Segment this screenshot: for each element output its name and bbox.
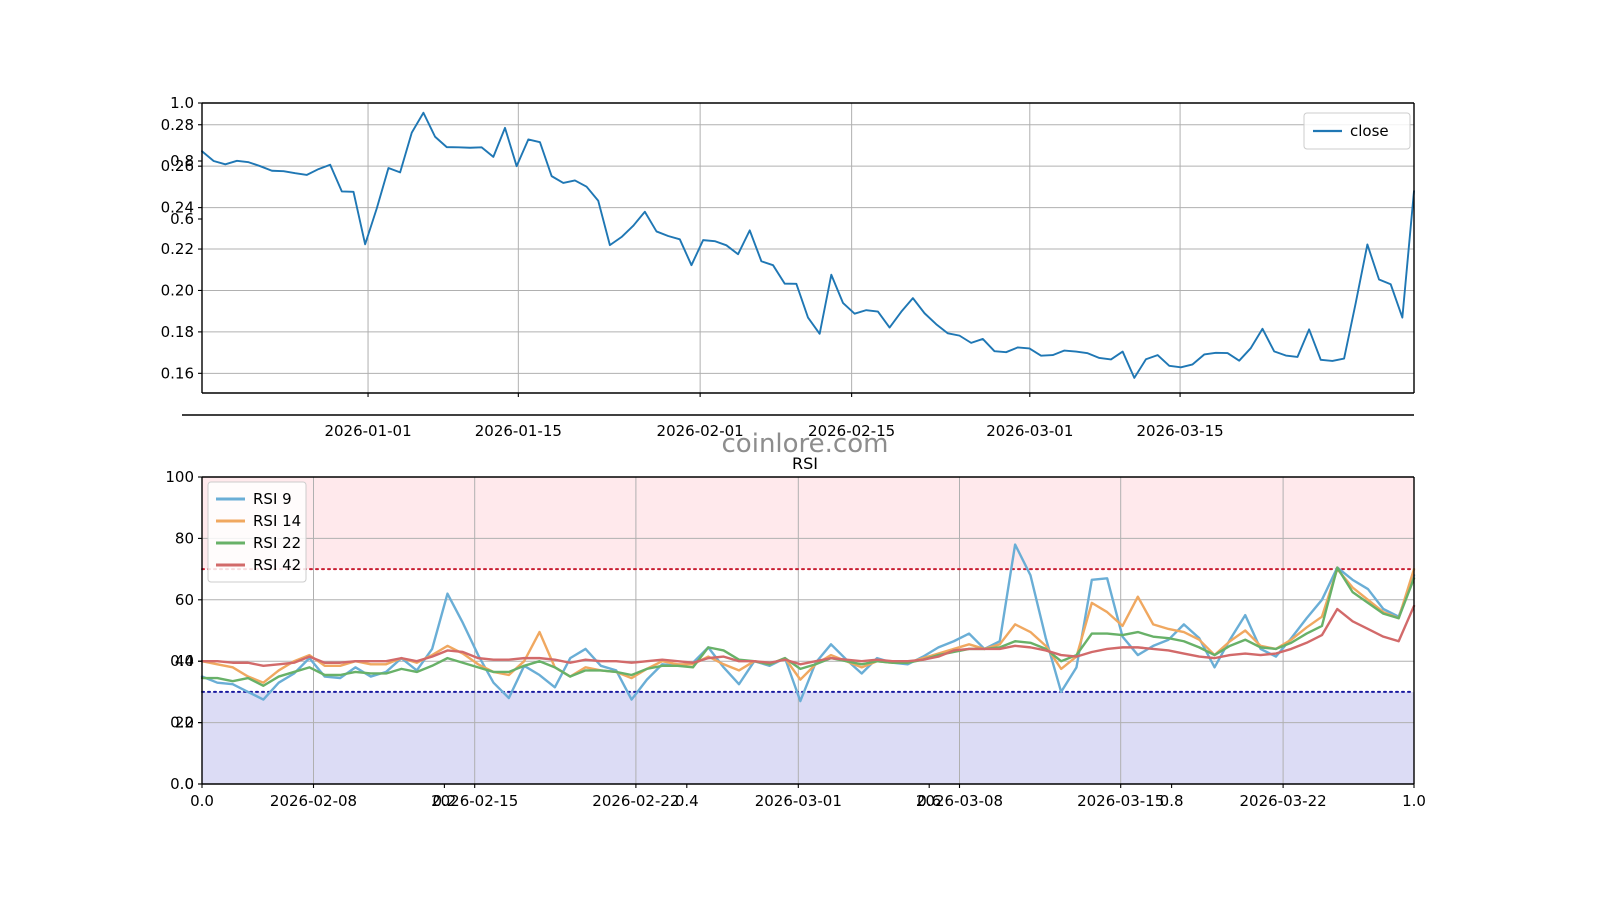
price-y-tick-0.26: 0.26: [161, 157, 194, 175]
rsi-band-0-30: [202, 691, 1414, 784]
rsi-y-tick-60: 60: [175, 591, 194, 609]
rsi-y-tick-labels-secondary: 0.0 0.2 0.4: [170, 652, 194, 793]
price-y-tick-alt-0.8: 0.8: [170, 152, 194, 170]
rsi-x-tick-2026-02-08: 2026-02-08: [270, 792, 357, 810]
rsi-x-tick-2026-03-01: 2026-03-01: [755, 792, 842, 810]
rsi-x-tick-alt-0.4: 0.4: [675, 792, 699, 810]
rsi-legend-label-rsi-22: RSI 22: [253, 534, 301, 552]
price-x-tick-2026-01-15: 2026-01-15: [475, 422, 562, 440]
price-y-tick-0.18: 0.18: [161, 323, 194, 341]
rsi-legend[interactable]: RSI 9 RSI 14 RSI 22 RSI 42: [207, 481, 307, 583]
price-legend-box[interactable]: [1303, 112, 1411, 150]
rsi-x-tick-alt-0.2: 0.2: [432, 792, 456, 810]
rsi-legend-label-rsi-42: RSI 42: [253, 556, 301, 574]
rsi-x-tick-alt-0.6: 0.6: [917, 792, 941, 810]
rsi-threshold-bands: [202, 477, 1414, 784]
price-legend[interactable]: close: [1303, 112, 1411, 150]
rsi-line-rsi-42: [200, 604, 1416, 667]
rsi-x-tick-alt-0.8: 0.8: [1160, 792, 1184, 810]
rsi-x-tick-2026-03-15: 2026-03-15: [1077, 792, 1164, 810]
rsi-y-tick-80: 80: [175, 529, 194, 547]
price-y-tick-alt-0.6: 0.6: [170, 210, 194, 228]
price-y-tick-labels: 0.16 0.18 0.20 0.22 0.24 0.26 0.28: [161, 116, 194, 383]
price-line-close: [201, 111, 1415, 379]
rsi-x-tick-labels: 2026-02-08 2026-02-15 2026-02-22 2026-03-01…: [270, 792, 1327, 810]
price-y-tick-0.16: 0.16: [161, 364, 194, 382]
rsi-x-tick-2026-02-15: 2026-02-15: [431, 792, 518, 810]
rsi-y-tick-0: 0: [184, 775, 194, 793]
rsi-y-tick-40: 40: [175, 652, 194, 670]
price-x-tick-2026-02-15: 2026-02-15: [808, 422, 895, 440]
rsi-x-tick-labels-secondary: 0.0 0.2 0.4 0.6 0.8 1.0: [190, 792, 1426, 810]
rsi-line-rsi-9: [200, 543, 1416, 703]
watermark: coinlore.com: [722, 429, 889, 459]
rsi-gridlines: [202, 476, 1414, 785]
rsi-y-tick-labels: 0 20 40 60 80 100: [165, 468, 194, 793]
price-y-tick-0.28: 0.28: [161, 116, 194, 134]
price-x-tick-2026-02-01: 2026-02-01: [657, 422, 744, 440]
price-x-tick-2026-03-15: 2026-03-15: [1136, 422, 1223, 440]
rsi-series-group: [200, 543, 1416, 703]
price-x-tick-labels: 2026-01-01 2026-01-15 2026-02-01 2026-02-15…: [324, 422, 1223, 440]
price-y-tick-0.20: 0.20: [161, 281, 194, 299]
rsi-x-tick-2026-03-08: 2026-03-08: [916, 792, 1003, 810]
price-y-tick-labels-secondary: 0.6 0.8 1.0: [170, 94, 194, 228]
rsi-x-tick-2026-02-22: 2026-02-22: [592, 792, 679, 810]
rsi-band-70-100: [202, 477, 1414, 570]
rsi-y-tick-alt-0.2: 0.2: [170, 714, 194, 732]
rsi-line-rsi-22: [200, 566, 1416, 687]
rsi-legend-label-rsi-14: RSI 14: [253, 512, 301, 530]
rsi-x-tick-2026-03-22: 2026-03-22: [1240, 792, 1327, 810]
rsi-y-tick-20: 20: [175, 714, 194, 732]
rsi-y-tick-alt-0.4: 0.4: [170, 652, 194, 670]
rsi-legend-box[interactable]: [207, 481, 307, 583]
rsi-x-tick-alt-0.0: 0.0: [190, 792, 214, 810]
rsi-legend-label-rsi-9: RSI 9: [253, 490, 292, 508]
price-chart-panel: 0.16 0.18 0.20 0.22 0.24 0.26 0.28 0.6 0.8 1.0 2…: [161, 94, 1415, 440]
price-x-tick-2026-03-01: 2026-03-01: [986, 422, 1073, 440]
price-x-tick-2026-01-01: 2026-01-01: [324, 422, 411, 440]
rsi-y-tick-100: 100: [165, 468, 194, 486]
rsi-y-tick-alt-0.0: 0.0: [170, 775, 194, 793]
price-axes-spines: [182, 102, 1415, 416]
rsi-x-tick-alt-1.0: 1.0: [1402, 792, 1426, 810]
price-series-group: [201, 111, 1415, 379]
price-legend-label-close: close: [1350, 122, 1389, 140]
price-y-tick-0.22: 0.22: [161, 240, 194, 258]
rsi-chart-title: RSI: [792, 454, 818, 473]
price-y-tick-0.24: 0.24: [161, 199, 194, 217]
rsi-threshold-lines: [201, 568, 1415, 693]
rsi-axes-spines: [201, 476, 1415, 785]
price-y-tick-alt-1.0: 1.0: [170, 94, 194, 112]
